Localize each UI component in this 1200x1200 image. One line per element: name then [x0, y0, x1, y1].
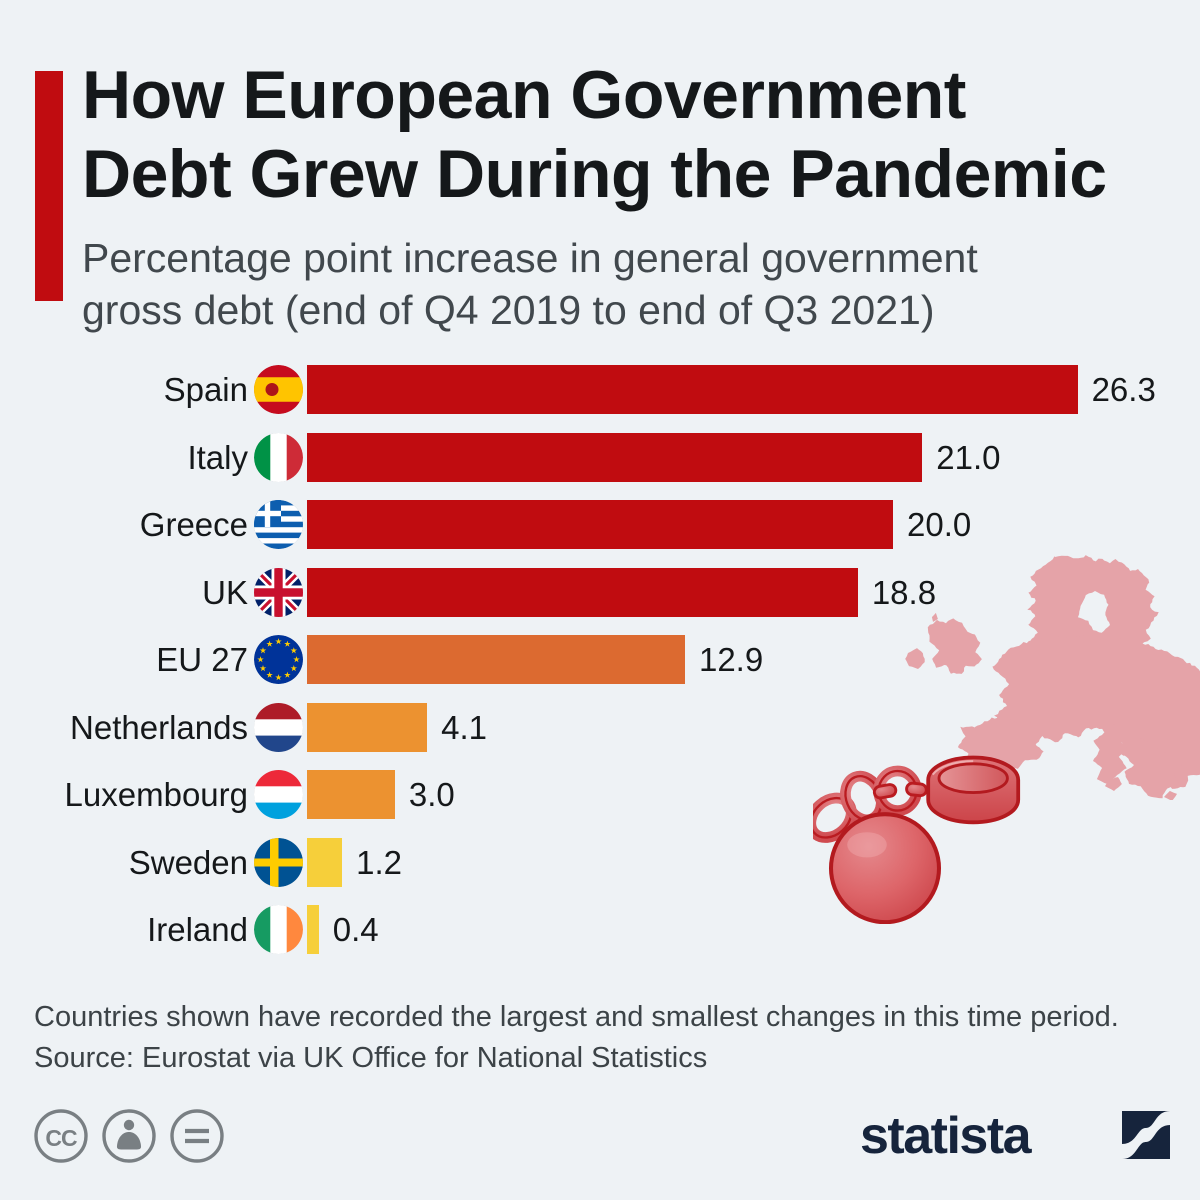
svg-text:CC: CC: [45, 1125, 77, 1151]
svg-text:statista: statista: [860, 1107, 1033, 1165]
